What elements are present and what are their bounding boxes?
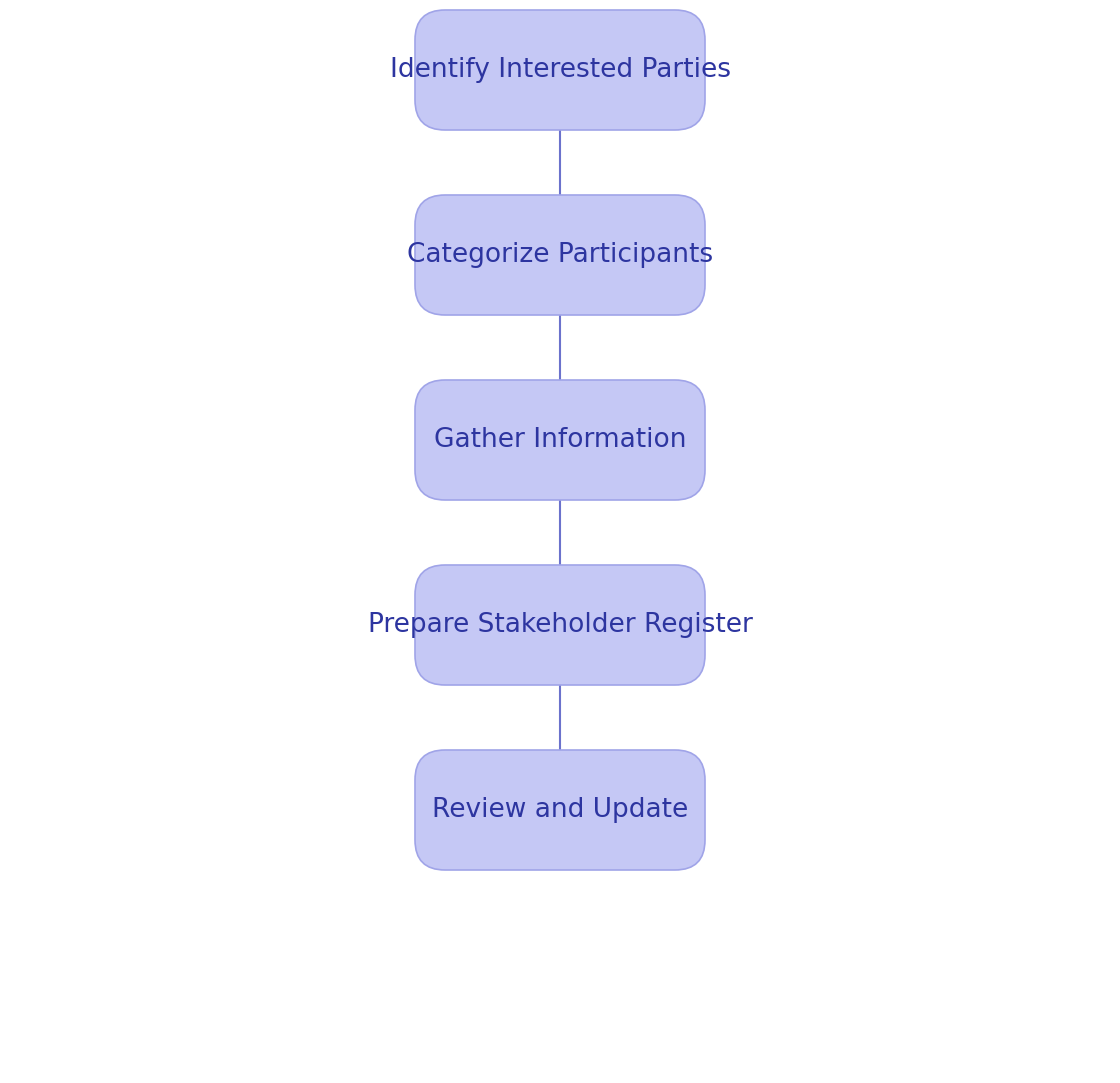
FancyBboxPatch shape: [416, 751, 704, 870]
FancyBboxPatch shape: [416, 195, 704, 315]
Text: Prepare Stakeholder Register: Prepare Stakeholder Register: [367, 612, 753, 638]
Text: Review and Update: Review and Update: [432, 797, 688, 823]
FancyBboxPatch shape: [416, 380, 704, 500]
Text: Gather Information: Gather Information: [433, 427, 687, 453]
FancyBboxPatch shape: [416, 10, 704, 130]
Text: Identify Interested Parties: Identify Interested Parties: [390, 57, 730, 83]
FancyBboxPatch shape: [416, 565, 704, 686]
Text: Categorize Participants: Categorize Participants: [407, 242, 713, 268]
